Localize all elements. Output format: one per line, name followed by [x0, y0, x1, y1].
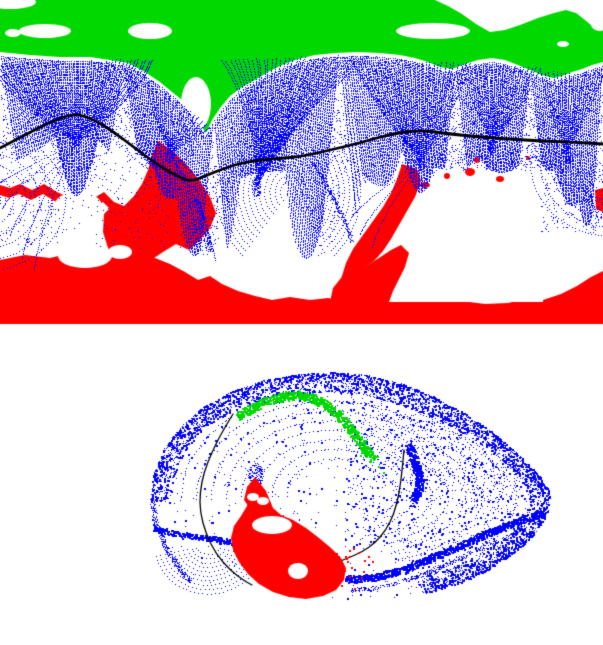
sphere-view-panel: [0, 340, 603, 645]
synoptic-map-panel: [0, 0, 603, 340]
